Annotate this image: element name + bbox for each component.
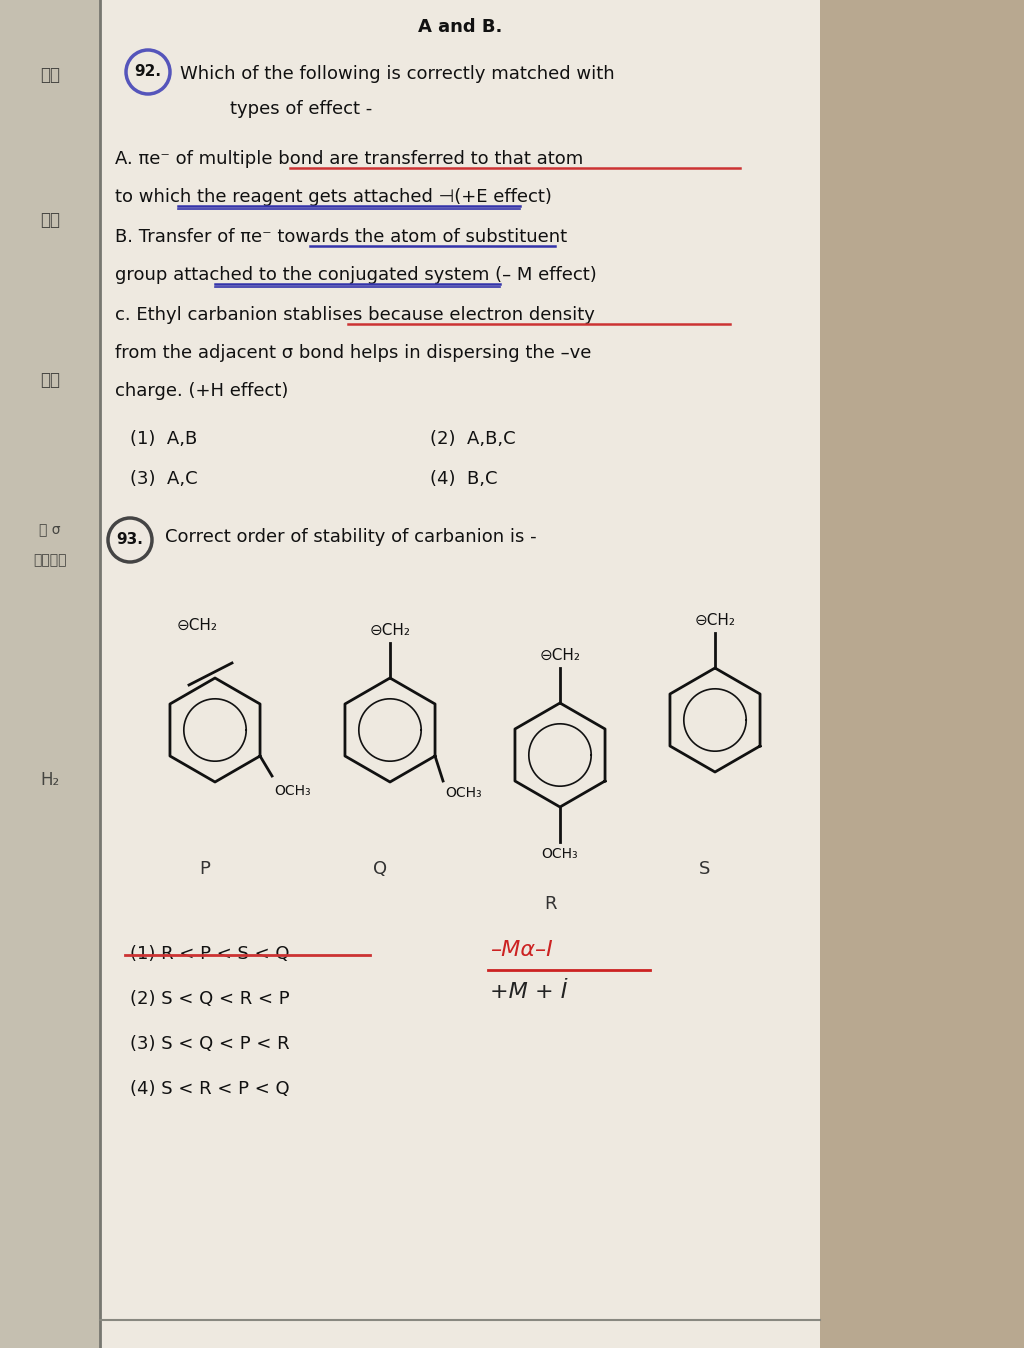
Text: (3) S < Q < P < R: (3) S < Q < P < R: [130, 1035, 290, 1053]
Text: charge. (+H effect): charge. (+H effect): [115, 381, 289, 400]
Text: Q: Q: [373, 860, 387, 878]
Text: ही: ही: [40, 66, 60, 84]
Text: P: P: [200, 860, 211, 878]
Text: 93.: 93.: [117, 532, 143, 547]
Text: (1) R < P < S < Q: (1) R < P < S < Q: [130, 945, 290, 962]
Text: OCH₃: OCH₃: [542, 847, 579, 861]
Text: Which of the following is correctly matched with: Which of the following is correctly matc…: [180, 65, 614, 84]
Text: यस: यस: [40, 212, 60, 229]
Text: (1)  A,B: (1) A,B: [130, 430, 198, 448]
Text: ⊖CH₂: ⊖CH₂: [540, 648, 581, 663]
Text: ो σ: ो σ: [39, 523, 60, 537]
Text: S: S: [699, 860, 711, 878]
Text: H₂: H₂: [40, 771, 59, 789]
Text: Correct order of stability of carbanion is -: Correct order of stability of carbanion …: [165, 528, 537, 546]
Text: c. Ethyl carbanion stablises because electron density: c. Ethyl carbanion stablises because ele…: [115, 306, 595, 324]
Text: B. Transfer of πe⁻ towards the atom of substituent: B. Transfer of πe⁻ towards the atom of s…: [115, 228, 567, 245]
Text: ⊖CH₂: ⊖CH₂: [370, 623, 411, 638]
Text: ⊖CH₂: ⊖CH₂: [694, 613, 735, 628]
Text: group attached to the conjugated system (– M effect): group attached to the conjugated system …: [115, 266, 597, 284]
Text: (3)  A,C: (3) A,C: [130, 470, 198, 488]
Text: types of effect -: types of effect -: [230, 100, 373, 119]
Text: (4) S < R < P < Q: (4) S < R < P < Q: [130, 1080, 290, 1099]
Text: A and B.: A and B.: [418, 18, 502, 36]
Text: 92.: 92.: [134, 65, 162, 80]
Text: to which the reagent gets attached ⊣(+E effect): to which the reagent gets attached ⊣(+E …: [115, 187, 552, 206]
Text: (2) S < Q < R < P: (2) S < Q < R < P: [130, 989, 290, 1008]
Text: OCH₃: OCH₃: [445, 786, 481, 799]
Text: +M + İ: +M + İ: [490, 981, 567, 1002]
Bar: [820, 0, 1024, 1348]
Text: ⊖CH₂: ⊖CH₂: [176, 617, 217, 634]
Text: (4)  B,C: (4) B,C: [430, 470, 498, 488]
Text: का: का: [40, 371, 60, 390]
Text: R: R: [544, 895, 556, 913]
Text: from the adjacent σ bond helps in dispersing the –ve: from the adjacent σ bond helps in disper…: [115, 344, 592, 363]
Text: –Mα–I: –Mα–I: [490, 940, 553, 960]
Bar: [100, 0, 920, 1348]
Text: ड़मी: ड़मी: [33, 553, 67, 568]
Text: (2)  A,B,C: (2) A,B,C: [430, 430, 516, 448]
Text: OCH₃: OCH₃: [274, 785, 310, 798]
Bar: [0, 0, 100, 1348]
Text: A. πe⁻ of multiple bond are transferred to that atom: A. πe⁻ of multiple bond are transferred …: [115, 150, 584, 168]
